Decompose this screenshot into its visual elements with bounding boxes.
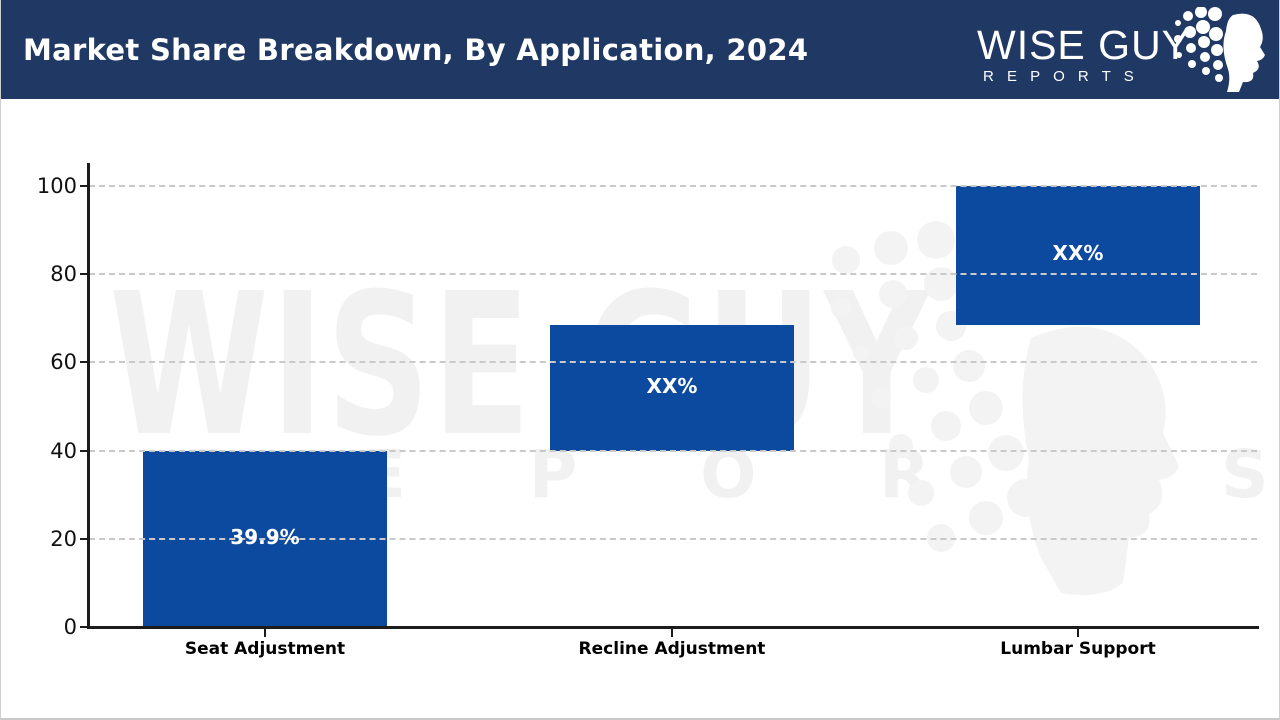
y-tick-40 (80, 449, 88, 452)
y-axis-tick-label-80: 80 (50, 262, 77, 287)
x-tick-recline-adjustment (671, 629, 673, 637)
y-axis-spine (87, 163, 90, 629)
gridline-60 (89, 361, 1257, 364)
market-share-chart: 0 20 40 60 80 100 39.9% XX% XX% Seat Adjustment Re… (1, 99, 1279, 718)
y-axis-tick-label-20: 20 (50, 526, 77, 551)
bar-recline-adjustment (550, 324, 794, 452)
logo-primary-text: WISE GUY (977, 22, 1190, 68)
header-band: Market Share Breakdown, By Application, … (1, 0, 1279, 99)
y-axis-tick-label-0: 0 (63, 615, 77, 639)
logo-secondary-text: R E P O R T S (983, 68, 1138, 85)
watermark-face-profile (1022, 326, 1179, 596)
y-tick-20 (80, 537, 88, 540)
gridline-80 (89, 273, 1257, 276)
gridline-20 (89, 537, 1257, 540)
bar-value-label-recline-adjustment: XX% (646, 373, 698, 398)
bar-value-label-seat-adjustment: 39.9% (230, 525, 300, 550)
bar-value-label-lumbar-support: XX% (1052, 241, 1104, 266)
x-axis-spine (87, 626, 1259, 629)
y-axis-tick-label-60: 60 (50, 350, 77, 375)
y-tick-0 (80, 626, 88, 628)
x-tick-seat-adjustment (264, 629, 266, 637)
x-tick-lumbar-support (1077, 629, 1079, 637)
y-tick-80 (80, 273, 88, 276)
y-tick-60 (80, 361, 88, 364)
watermark-dot-face-icon (831, 221, 1179, 596)
face-profile-icon (1223, 13, 1265, 92)
page-title: Market Share Breakdown, By Application, … (23, 32, 809, 67)
y-axis-tick-label-100: 100 (36, 174, 77, 198)
y-tick-100 (80, 185, 88, 187)
bar-lumbar-support (956, 186, 1200, 325)
dot-face-icon (1174, 6, 1265, 92)
y-axis-tick-label-40: 40 (50, 438, 77, 463)
x-axis-label-recline-adjustment: Recline Adjustment (578, 639, 766, 659)
x-axis-label-seat-adjustment: Seat Adjustment (184, 639, 346, 659)
wise-guy-reports-logo: WISE GUY R E P O R T S (977, 6, 1265, 92)
gridline-100 (89, 185, 1257, 187)
gridline-40 (89, 449, 1257, 452)
x-axis-label-lumbar-support: Lumbar Support (1000, 639, 1156, 659)
